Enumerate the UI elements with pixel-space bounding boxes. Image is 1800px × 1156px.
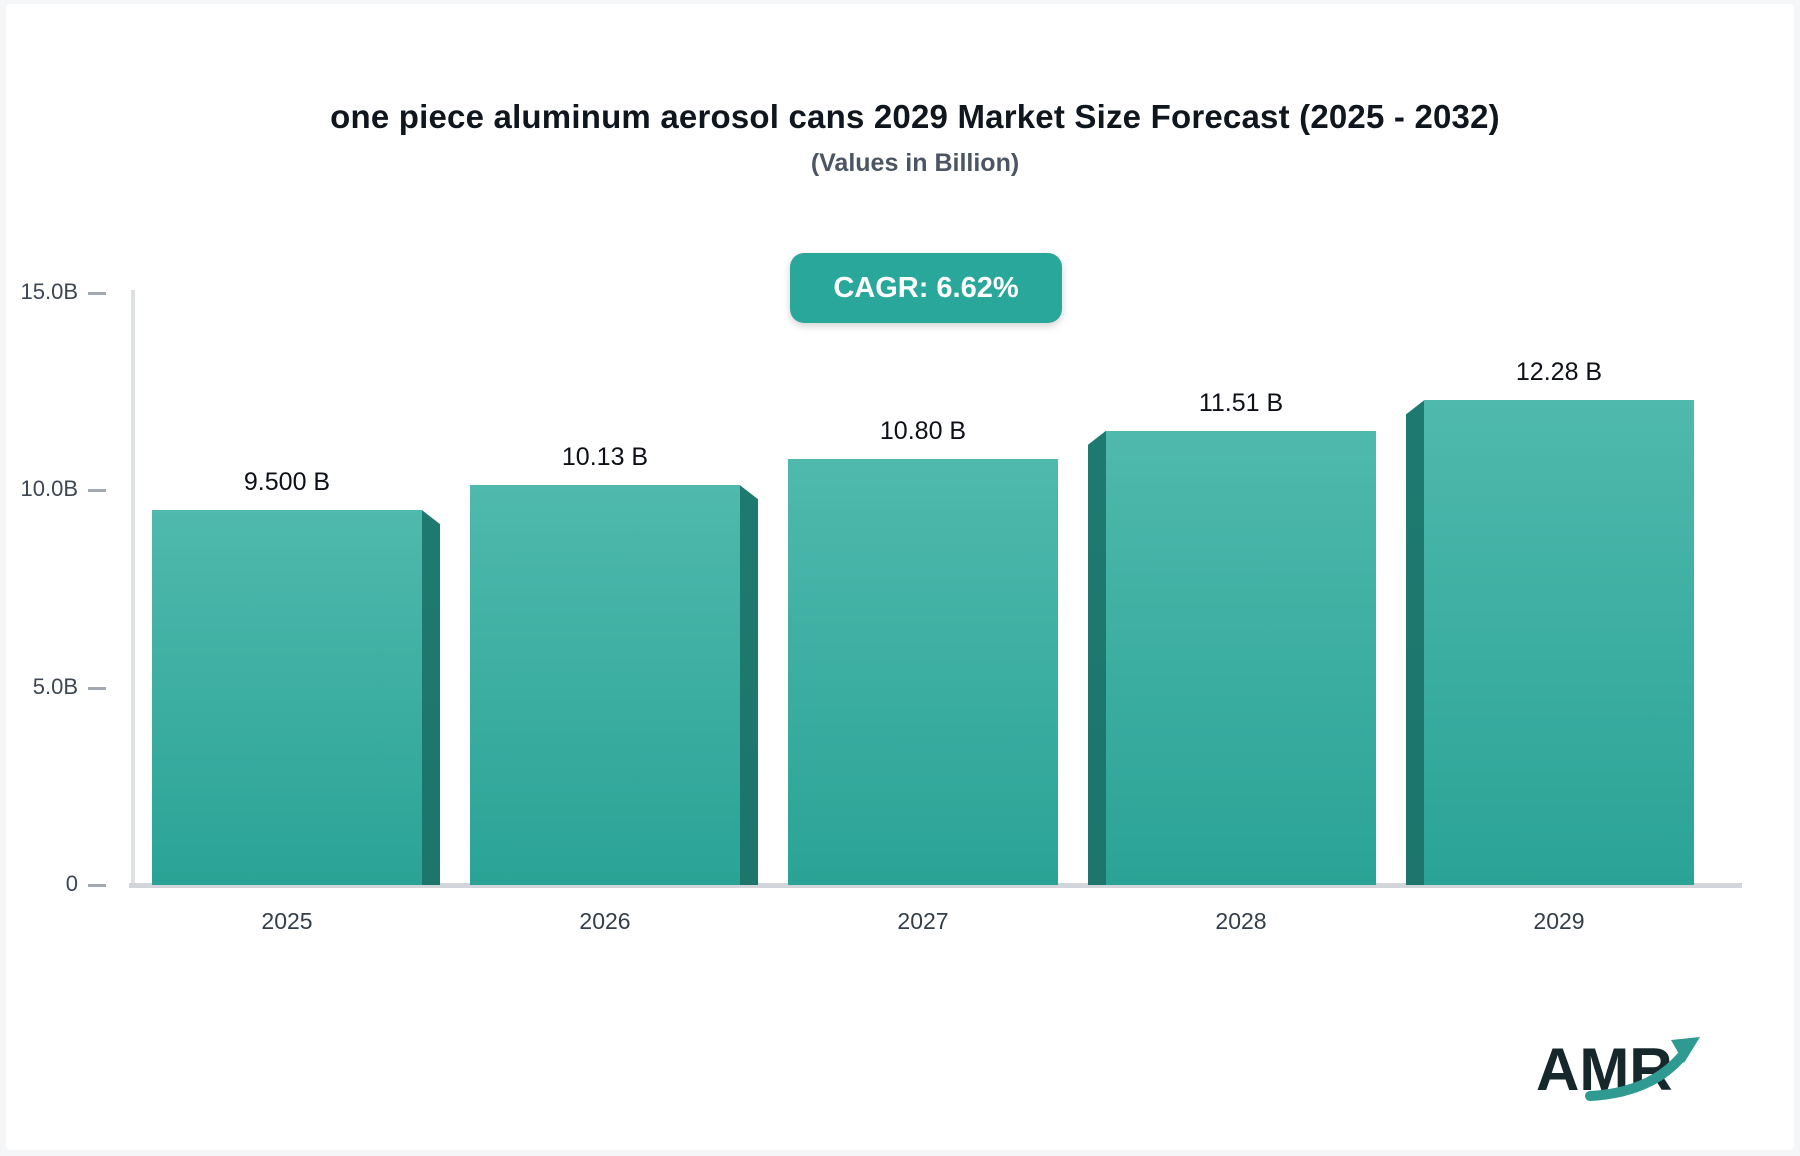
x-axis-line bbox=[129, 883, 1742, 888]
y-tick-dash bbox=[88, 489, 106, 493]
bar-value-2025: 9.500 B bbox=[243, 468, 331, 497]
y-tick-label: 0 bbox=[65, 871, 78, 896]
x-label-2027: 2027 bbox=[897, 908, 949, 934]
y-tick-dash bbox=[88, 292, 106, 295]
y-tick-label: 10.0B bbox=[20, 476, 79, 502]
bar-2029-side bbox=[1406, 400, 1424, 885]
bar-2025 bbox=[152, 510, 422, 885]
x-label-2029: 2029 bbox=[1533, 908, 1585, 934]
x-label-2026: 2026 bbox=[579, 908, 631, 934]
y-axis-line bbox=[131, 290, 135, 888]
chart-title: one piece aluminum aerosol cans 2029 Mar… bbox=[330, 98, 1500, 135]
x-label-2025: 2025 bbox=[261, 908, 313, 934]
bar-2029 bbox=[1424, 400, 1694, 885]
chart-subtitle: (Values in Billion) bbox=[810, 149, 1020, 177]
bar-value-2029: 12.28 B bbox=[1515, 358, 1603, 387]
y-tick-dash bbox=[88, 884, 106, 887]
y-tick-label: 15.0B bbox=[20, 279, 79, 304]
bar-2028 bbox=[1106, 430, 1376, 885]
y-tick-dash bbox=[88, 686, 106, 690]
cagr-badge: CAGR: 6.62% bbox=[790, 253, 1062, 323]
bar-value-2027: 10.80 B bbox=[879, 416, 967, 445]
y-tick-label: 5.0B bbox=[32, 673, 78, 699]
bar-value-2028: 11.51 B bbox=[1198, 388, 1284, 417]
bar-2027 bbox=[788, 458, 1058, 885]
bar-value-2026: 10.13 B bbox=[561, 443, 649, 472]
growth-arrow-icon bbox=[1585, 1037, 1700, 1101]
bar-2025-side bbox=[422, 510, 440, 885]
bar-2026-side bbox=[740, 485, 758, 885]
bar-2028-side bbox=[1088, 430, 1106, 885]
x-label-2028: 2028 bbox=[1215, 908, 1267, 934]
amr-logo: AMR bbox=[1528, 1030, 1738, 1110]
bar-2026 bbox=[470, 485, 740, 885]
